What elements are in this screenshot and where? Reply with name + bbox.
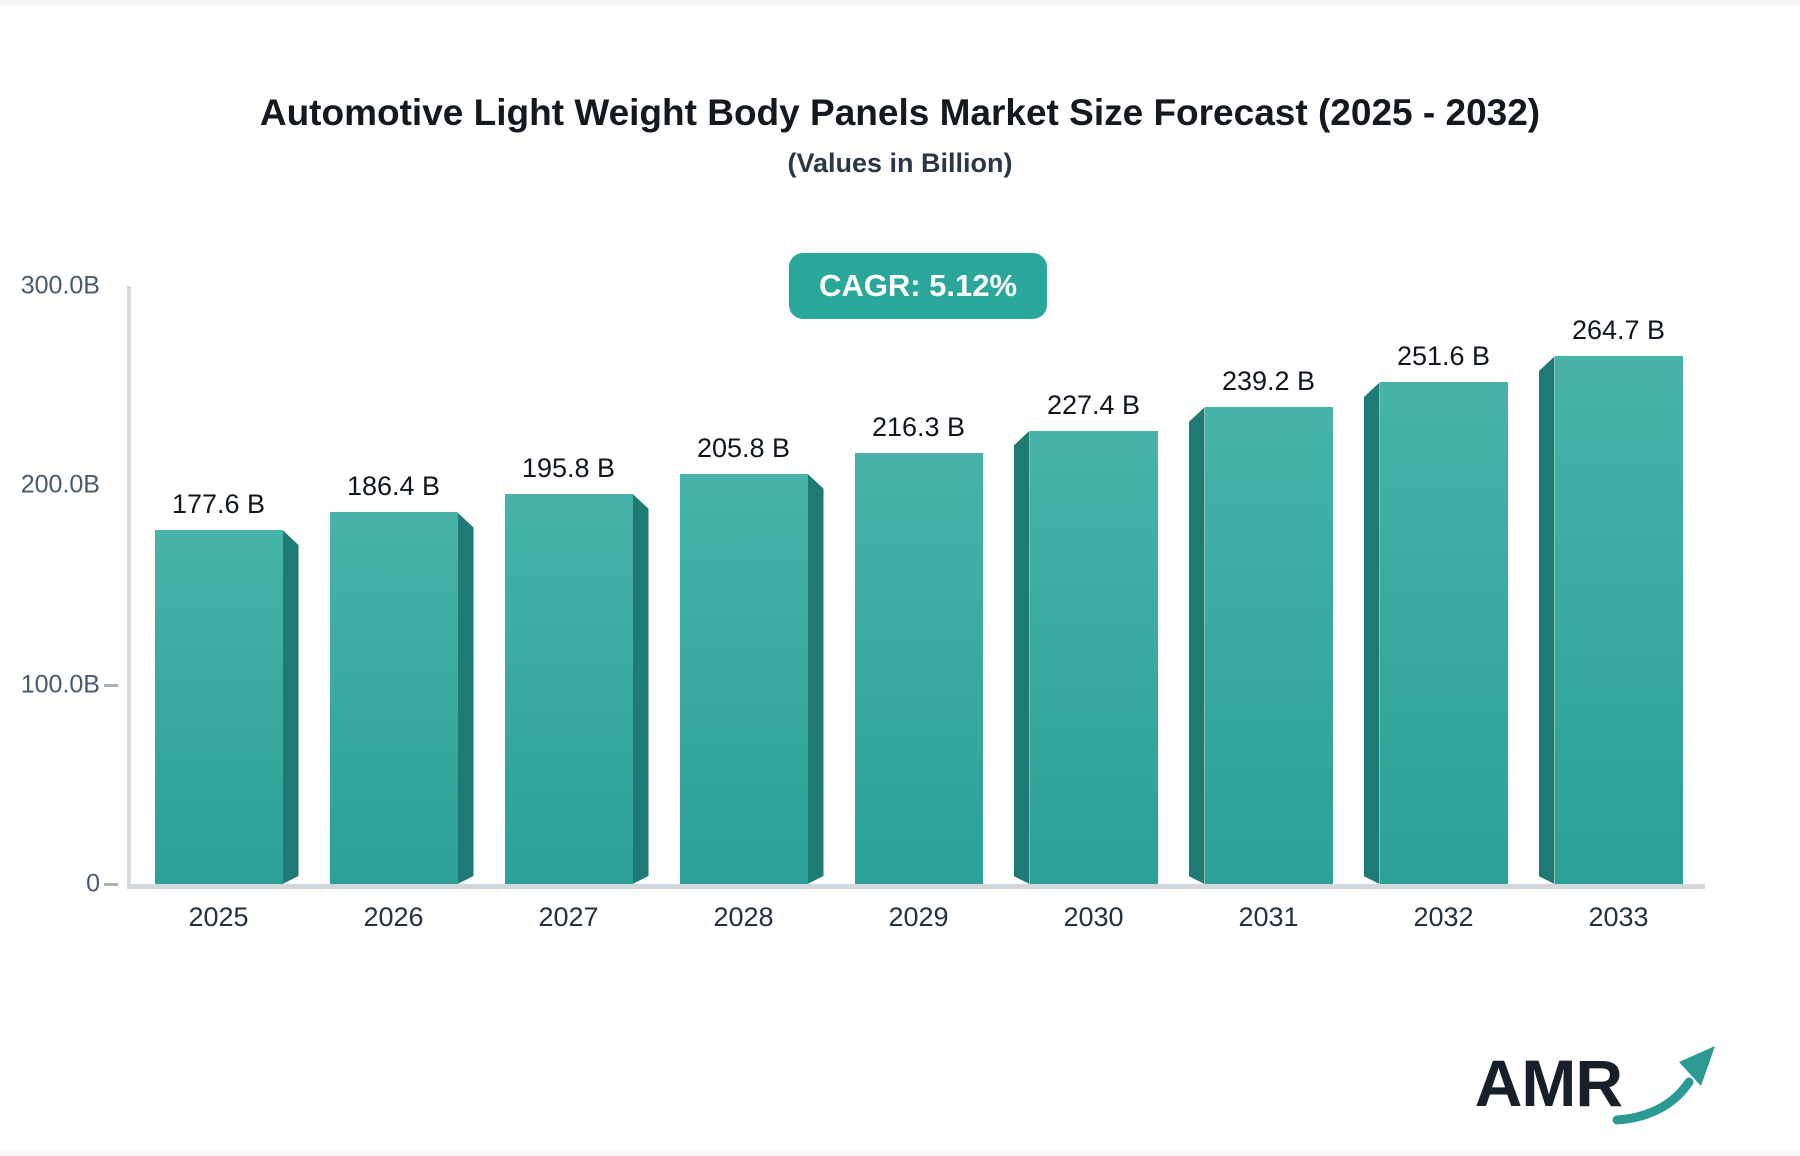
amr-logo-text: AMR xyxy=(1474,1046,1623,1120)
bar-slot-2026: 186.4 B xyxy=(306,286,481,884)
bar-2026: 186.4 B xyxy=(329,471,458,884)
bar-2033: 264.7 B xyxy=(1554,315,1683,884)
x-axis-label-2026: 2026 xyxy=(363,902,424,932)
page-bottom-border xyxy=(0,1150,1800,1156)
bar-value-label: 205.8 B xyxy=(696,432,791,463)
bar-value-label: 195.8 B xyxy=(521,452,616,483)
bar-slot-2033: 264.7 B xyxy=(1531,286,1706,884)
bar-2027: 195.8 B xyxy=(504,453,633,884)
bar-front-face xyxy=(854,452,983,884)
bar-front-face xyxy=(329,512,458,884)
bar-slot-2025: 177.6 B xyxy=(131,286,306,884)
bar-chart: 300.0B 200.0B 100.0B 0 177.6 B 186.4 B 195.8 … xyxy=(0,272,1800,946)
bar-value-label: 186.4 B xyxy=(346,471,441,502)
bar-slot-2032: 251.6 B xyxy=(1356,286,1531,884)
bar-2030: 227.4 B xyxy=(1029,390,1158,884)
y-axis-label: 100.0B xyxy=(20,670,100,699)
bar-2025: 177.6 B xyxy=(154,489,283,884)
bar-2028: 205.8 B xyxy=(679,433,808,884)
x-axis-labels: 2025 2026 2027 2028 2029 2030 2031 2032 2033 xyxy=(131,902,1706,933)
x-axis-label-2029: 2029 xyxy=(888,902,949,932)
x-axis-label-2025: 2025 xyxy=(188,902,249,932)
x-axis-label-2033: 2033 xyxy=(1588,902,1649,932)
bar-side-face xyxy=(1364,382,1380,884)
bar-value-label: 251.6 B xyxy=(1396,341,1491,372)
bar-side-face xyxy=(283,530,299,884)
cagr-badge: CAGR: 5.12% xyxy=(788,253,1048,319)
y-axis-label: 0 xyxy=(86,869,100,898)
bar-2032: 251.6 B xyxy=(1379,341,1508,884)
x-axis-label-2031: 2031 xyxy=(1238,902,1299,932)
x-axis-label-2032: 2032 xyxy=(1413,902,1474,932)
bar-slot-2027: 195.8 B xyxy=(481,286,656,884)
bar-value-label: 216.3 B xyxy=(871,411,966,442)
growth-arrow-icon xyxy=(1612,1046,1715,1125)
y-axis-tick xyxy=(104,683,118,687)
bar-slot-2031: 239.2 B xyxy=(1181,286,1356,884)
chart-subtitle: (Values in Billion) xyxy=(787,148,1013,178)
x-axis-label-2028: 2028 xyxy=(713,902,774,932)
bar-front-face xyxy=(154,529,283,884)
bar-side-face xyxy=(458,512,474,884)
bar-side-face xyxy=(1014,431,1030,884)
bar-slot-2029: 216.3 B xyxy=(831,286,1006,884)
bar-value-label: 239.2 B xyxy=(1221,366,1316,397)
bar-side-face xyxy=(1539,356,1555,884)
page-top-border xyxy=(0,0,1800,5)
bars-row: 177.6 B 186.4 B 195.8 B 205.8 B 216.3 B 227.4… xyxy=(131,286,1706,884)
bar-front-face xyxy=(1379,382,1508,884)
bar-value-label: 264.7 B xyxy=(1571,315,1666,346)
y-axis-line xyxy=(127,286,131,884)
x-axis-label-2030: 2030 xyxy=(1063,902,1124,932)
bar-2029: 216.3 B xyxy=(854,412,983,884)
x-axis-label-2027: 2027 xyxy=(538,902,599,932)
bar-slot-2028: 205.8 B xyxy=(656,286,831,884)
y-axis-label: 300.0B xyxy=(20,271,100,300)
bar-front-face xyxy=(679,473,808,884)
bar-side-face xyxy=(633,494,649,884)
bar-value-label: 177.6 B xyxy=(171,488,266,519)
amr-logo: AMR xyxy=(1475,1034,1722,1134)
bar-front-face xyxy=(504,493,633,884)
chart-title: Automotive Light Weight Body Panels Mark… xyxy=(259,92,1541,133)
bar-side-face xyxy=(1189,407,1205,884)
bar-slot-2030: 227.4 B xyxy=(1006,286,1181,884)
bar-front-face xyxy=(1204,407,1333,884)
bar-side-face xyxy=(808,474,824,884)
bar-front-face xyxy=(1554,356,1683,884)
y-axis-tick xyxy=(104,883,118,886)
bar-2031: 239.2 B xyxy=(1204,366,1333,884)
y-axis-label: 200.0B xyxy=(20,470,100,499)
bar-value-label: 227.4 B xyxy=(1046,389,1141,420)
bar-front-face xyxy=(1029,430,1158,884)
x-axis-baseline xyxy=(127,884,1705,889)
